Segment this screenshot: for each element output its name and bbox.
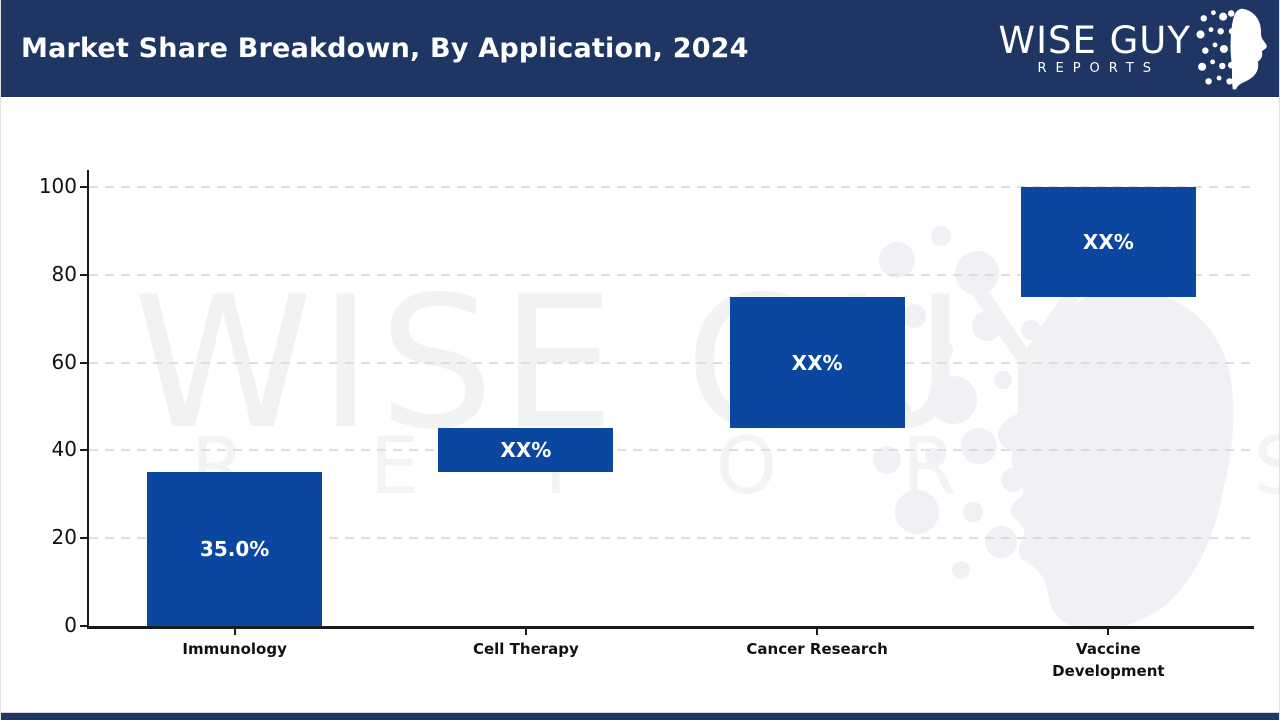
bar-value-label: 35.0% [199,537,270,562]
logo-text: WISE GUY REPORTS [998,18,1191,77]
page-title: Market Share Breakdown, By Application, … [21,33,749,64]
category-label: Vaccine Development [1052,640,1165,680]
category-label: Immunology [182,640,287,658]
y-tick-mark [80,361,88,364]
y-tick-mark [80,273,88,276]
x-tick-mark [816,628,819,635]
x-tick-mark [233,628,236,635]
y-tick-mark [80,449,88,452]
waterfall-chart: 0 20 40 60 80 100 35.0% Immunology XX% Cell Thera… [1,97,1279,713]
y-tick-label: 60 [51,349,77,374]
footer-band [1,713,1279,720]
gridline-40 [89,449,1254,452]
bar-value-label: XX% [791,350,843,375]
y-tick-mark [80,186,88,188]
bar-cancer-research: XX% [729,296,905,429]
watermark-face-dots [869,224,1234,630]
bar-value-label: XX% [500,438,552,463]
category-label: Cell Therapy [472,640,579,658]
logo-face-dots-icon [1196,8,1267,90]
y-tick-label: 100 [38,174,77,198]
y-tick-label: 0 [64,613,77,637]
gridline-20 [89,537,1254,540]
logo-wordmark: WISE GUY [998,18,1191,62]
category-label: Cancer Research [746,640,888,658]
x-tick-mark [1107,628,1110,635]
wise-guy-logo: WISE GUY REPORTS [999,7,1269,91]
bar-cell-therapy: XX% [438,428,614,473]
y-tick-label: 40 [51,437,77,462]
y-axis-spine [87,170,89,628]
y-tick-label: 80 [51,261,77,286]
footer-divider [1,712,1279,713]
y-tick-mark [80,625,88,627]
x-axis-spine [87,626,1254,629]
bar-vaccine-development: XX% [1020,187,1196,297]
x-tick-mark [524,628,527,635]
logo-subtext: REPORTS [1037,61,1161,77]
bar-immunology: 35.0% [147,472,323,626]
bar-value-label: XX% [1082,229,1134,254]
header-band: Market Share Breakdown, By Application, … [1,0,1279,97]
gridline-60 [89,361,1254,364]
y-tick-label: 20 [51,525,77,550]
y-tick-mark [80,537,88,540]
gridline-80 [89,273,1254,276]
gridline-100 [89,186,1254,188]
